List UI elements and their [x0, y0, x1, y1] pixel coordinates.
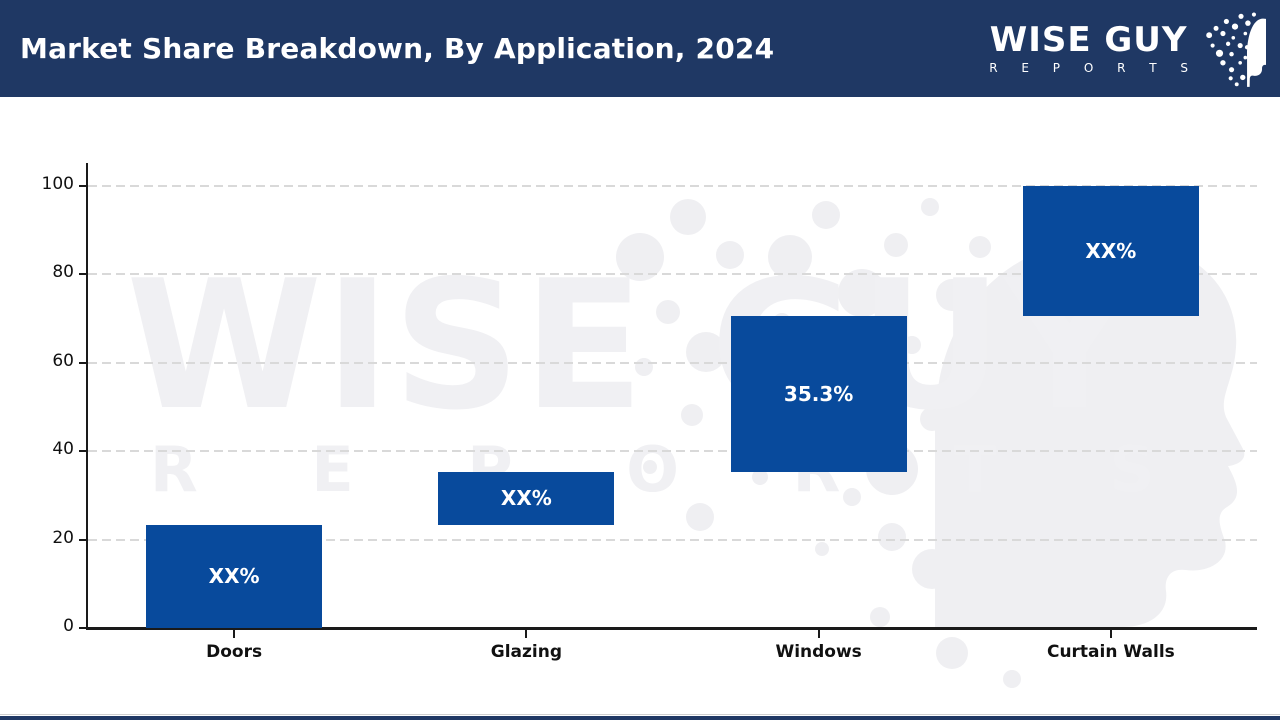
y-tick-label: 80 — [52, 262, 74, 283]
logo-text: WISE GUY R E P O R T S — [979, 23, 1198, 75]
gridline-80 — [88, 273, 1257, 276]
x-axis-line — [86, 627, 1257, 630]
y-tick-label: 20 — [52, 527, 74, 548]
x-tick-glazing — [525, 630, 528, 638]
y-tick-0 — [79, 627, 88, 629]
bar-curtain-walls: XX% — [1022, 186, 1199, 316]
y-tick-100 — [79, 185, 88, 187]
y-tick-label: 40 — [52, 439, 74, 460]
x-category-label: Doors — [206, 642, 263, 662]
bar-value-label: XX% — [1085, 238, 1137, 263]
wise-guy-logo: WISE GUY R E P O R T S — [979, 9, 1270, 89]
header: Market Share Breakdown, By Application, … — [0, 0, 1280, 97]
bar-value-label: 35.3% — [783, 381, 854, 406]
x-tick-windows — [817, 630, 820, 638]
bar-glazing: XX% — [438, 471, 615, 525]
chart-title: Market Share Breakdown, By Application, … — [20, 32, 775, 65]
y-tick-label: 100 — [41, 174, 74, 194]
logo-subtitle: R E P O R T S — [989, 60, 1198, 75]
y-tick-label: 0 — [63, 616, 74, 636]
bar-doors: XX% — [146, 524, 323, 628]
x-category-label: Glazing — [490, 642, 562, 662]
bar-windows: 35.3% — [730, 315, 907, 472]
watermark-subtitle: R E P O R T S — [150, 433, 1201, 506]
y-tick-40 — [79, 450, 88, 453]
gridline-60 — [88, 361, 1257, 364]
x-category-label: Curtain Walls — [1046, 642, 1175, 662]
y-tick-80 — [79, 273, 88, 276]
x-tick-curtain-walls — [1109, 630, 1112, 638]
dotted-face-icon — [1206, 11, 1266, 87]
y-tick-60 — [79, 361, 88, 364]
bar-value-label: XX% — [500, 486, 552, 511]
gridline-100 — [88, 185, 1257, 187]
chart-area: WISE GUY R E P O R T S 0 20 40 60 80 100 XX% Do… — [0, 97, 1280, 714]
gridline-20 — [88, 538, 1257, 541]
y-tick-label: 60 — [52, 350, 74, 371]
y-axis-line — [86, 163, 88, 630]
logo-wordmark: WISE GUY — [989, 19, 1188, 60]
plot-area: 0 20 40 60 80 100 XX% Doors XX% Glazing 35.3% Windo… — [0, 97, 1280, 714]
footer-bar — [0, 716, 1280, 720]
x-category-label: Windows — [775, 642, 862, 662]
bar-value-label: XX% — [208, 564, 260, 589]
bottom-divider — [0, 714, 1280, 715]
x-tick-doors — [233, 630, 236, 638]
watermark: WISE GUY R E P O R T S — [0, 97, 1280, 714]
gridline-40 — [88, 450, 1257, 453]
watermark-wordmark: WISE GUY — [126, 242, 1136, 449]
y-tick-20 — [79, 538, 88, 541]
